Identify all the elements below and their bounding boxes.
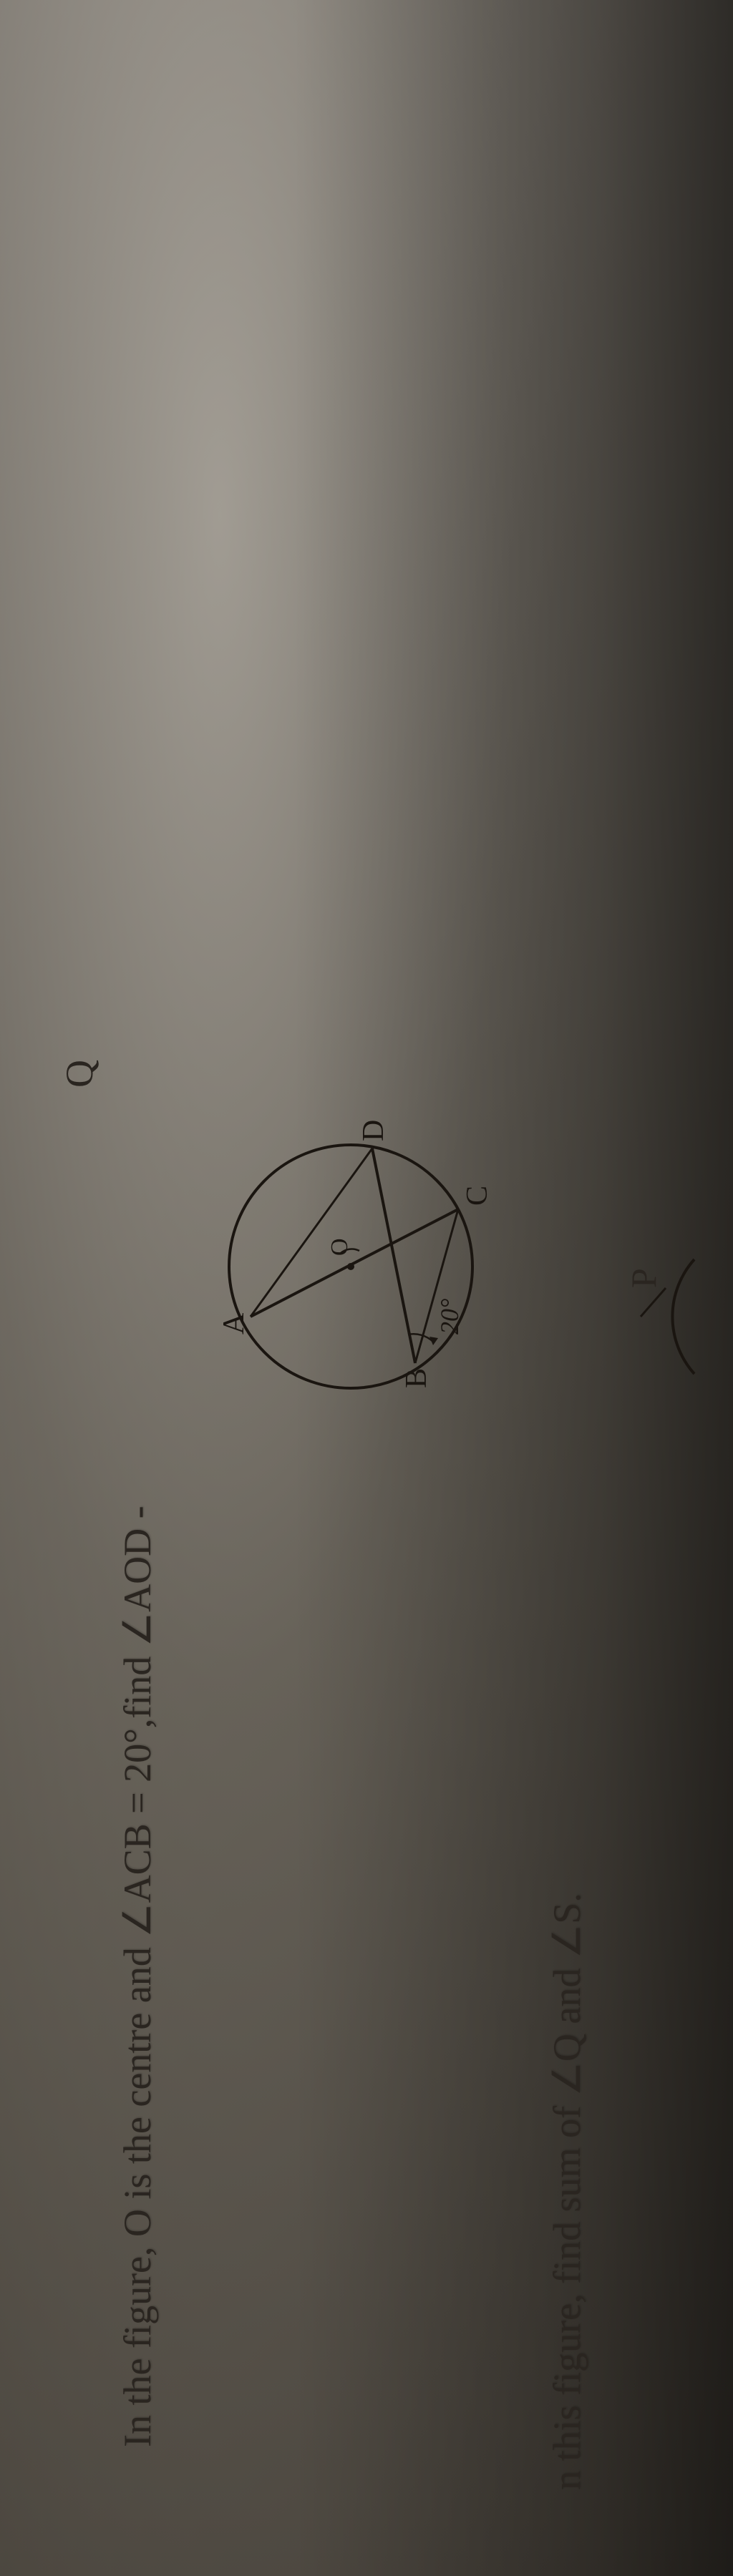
rotated-page-content: Q In the figure, O is the centre and ∠AC… [0,0,733,2576]
bottom-line [641,1288,666,1317]
q-label: Q [57,1060,102,1088]
label-o: O [326,1238,353,1256]
angle-arrow [429,1337,438,1345]
geometry-diagram: A B C D O 20° [200,1116,501,1417]
line-ad [251,1148,372,1317]
line-bd [372,1148,415,1363]
question-2-text: n this figure, find sum of ∠Q and ∠S. [544,1893,589,2490]
circle-svg: A B C D O 20° [200,1116,501,1417]
label-a: A [218,1312,251,1335]
label-c: C [461,1186,494,1206]
label-b: B [400,1368,433,1388]
line-ac [251,1209,458,1317]
bottom-arc [672,1259,694,1374]
partial-circle-bottom [630,1245,702,1388]
center-dot [347,1263,354,1270]
label-d: D [357,1120,390,1141]
angle-20-label: 20° [435,1299,464,1335]
question-1-text: In the figure, O is the centre and ∠ACB … [115,1506,160,2447]
